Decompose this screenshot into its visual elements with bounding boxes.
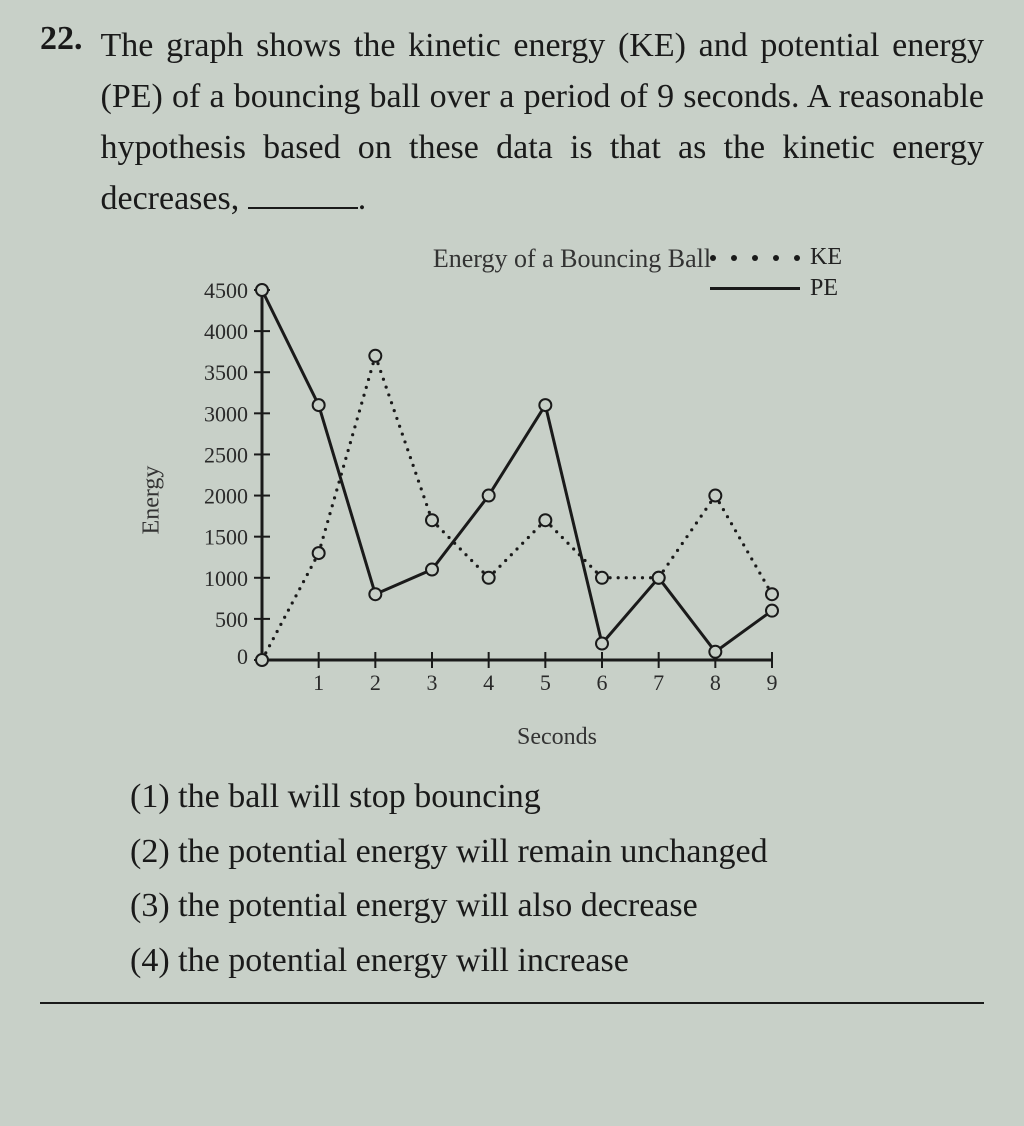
svg-text:4500: 4500 bbox=[204, 280, 248, 303]
answer-options: (1) the ball will stop bouncing (2) the … bbox=[130, 771, 984, 988]
option-3: (3) the potential energy will also decre… bbox=[130, 880, 984, 933]
legend-ke: KE bbox=[710, 244, 842, 271]
legend-ke-label: KE bbox=[810, 244, 842, 271]
divider bbox=[40, 1002, 984, 1004]
y-axis-label: Energy bbox=[139, 466, 166, 535]
svg-text:1: 1 bbox=[313, 670, 324, 695]
option-text: the potential energy will increase bbox=[178, 942, 629, 979]
svg-text:2: 2 bbox=[370, 670, 381, 695]
option-num: (3) bbox=[130, 887, 170, 924]
svg-text:9: 9 bbox=[767, 670, 778, 695]
chart-area: Energy 050010001500200025003000350040004… bbox=[162, 280, 862, 720]
svg-text:2000: 2000 bbox=[204, 484, 248, 509]
legend-dotted-line-icon bbox=[710, 256, 800, 259]
option-2: (2) the potential energy will remain unc… bbox=[130, 826, 984, 879]
svg-text:1000: 1000 bbox=[204, 566, 248, 591]
question-before: The graph shows the kinetic energy (KE) … bbox=[101, 27, 985, 217]
svg-text:3: 3 bbox=[427, 670, 438, 695]
chart-container: Energy of a Bouncing Ball KE PE Energy 0… bbox=[162, 244, 862, 751]
option-num: (4) bbox=[130, 942, 170, 979]
svg-text:500: 500 bbox=[215, 607, 248, 632]
option-num: (1) bbox=[130, 778, 170, 815]
question: 22. The graph shows the kinetic energy (… bbox=[40, 20, 984, 224]
svg-text:0: 0 bbox=[237, 644, 248, 669]
svg-text:8: 8 bbox=[710, 670, 721, 695]
option-4: (4) the potential energy will increase bbox=[130, 935, 984, 988]
svg-text:3500: 3500 bbox=[204, 360, 248, 385]
svg-text:3000: 3000 bbox=[204, 401, 248, 426]
question-text: The graph shows the kinetic energy (KE) … bbox=[101, 20, 985, 224]
svg-text:1500: 1500 bbox=[204, 525, 248, 550]
option-1: (1) the ball will stop bouncing bbox=[130, 771, 984, 824]
svg-text:6: 6 bbox=[597, 670, 608, 695]
fill-blank bbox=[248, 207, 358, 209]
svg-text:2500: 2500 bbox=[204, 442, 248, 467]
svg-text:5: 5 bbox=[540, 670, 551, 695]
svg-text:7: 7 bbox=[653, 670, 664, 695]
question-after: . bbox=[358, 180, 367, 217]
option-text: the ball will stop bouncing bbox=[178, 778, 541, 815]
svg-text:4: 4 bbox=[483, 670, 494, 695]
option-text: the potential energy will remain unchang… bbox=[178, 833, 767, 870]
svg-text:4000: 4000 bbox=[204, 319, 248, 344]
option-text: the potential energy will also decrease bbox=[178, 887, 698, 924]
line-chart: 0 500 1000 1500 2000 2500 3000 3500 4000 4500 1 2 3 4… bbox=[162, 280, 802, 700]
option-num: (2) bbox=[130, 833, 170, 870]
question-number: 22. bbox=[40, 20, 83, 224]
x-axis-label: Seconds bbox=[162, 724, 862, 751]
